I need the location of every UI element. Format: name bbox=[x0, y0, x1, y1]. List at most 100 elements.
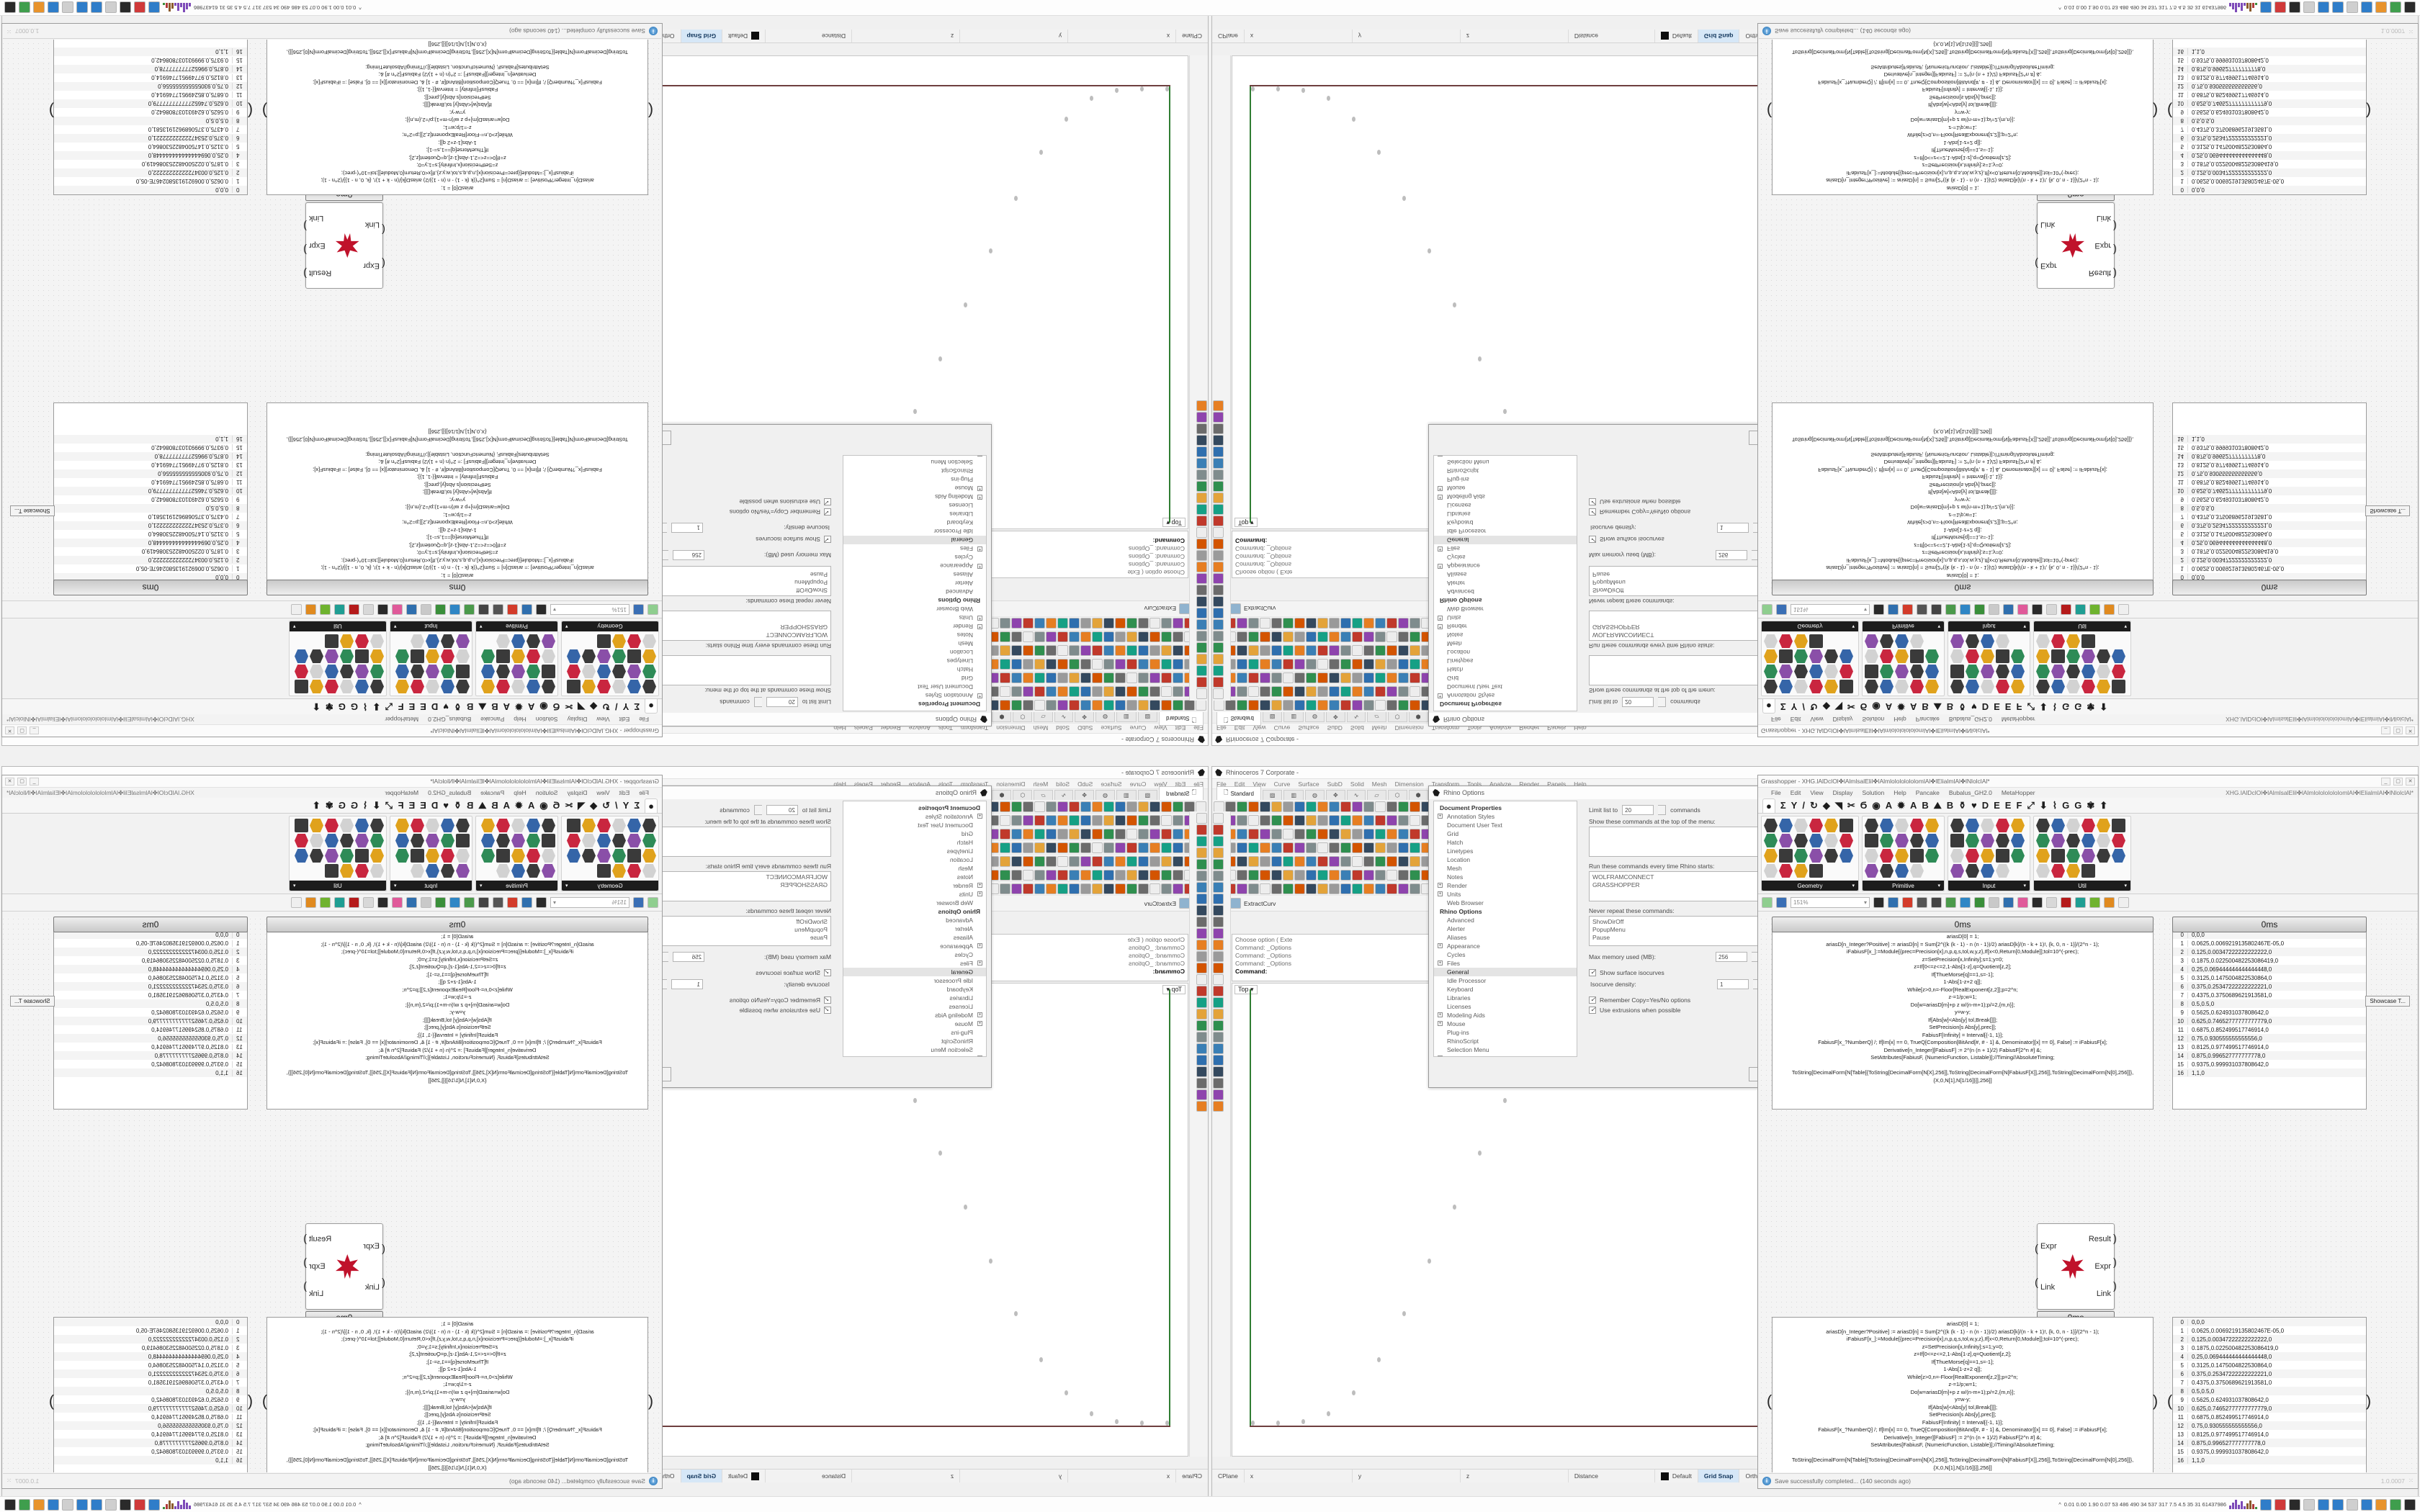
toolbar-button-icon[interactable] bbox=[1340, 829, 1351, 840]
toolbar-button-icon[interactable] bbox=[1150, 829, 1160, 840]
preview-eye-icon[interactable] bbox=[1888, 897, 1899, 908]
toolbar-button-icon[interactable] bbox=[1034, 842, 1045, 853]
left-toolbar-icon[interactable] bbox=[1213, 951, 1224, 962]
toolbar-button-icon[interactable] bbox=[1069, 829, 1080, 840]
tab-viewport-layout[interactable]: ▥ bbox=[1283, 790, 1304, 800]
viewport-label[interactable]: Top ▾ bbox=[1234, 985, 1258, 994]
component-icon[interactable] bbox=[567, 665, 581, 678]
gh-category-tab-25[interactable]: G bbox=[2062, 800, 2070, 811]
toolbar-button-icon[interactable] bbox=[1034, 659, 1045, 670]
component-icon[interactable] bbox=[1981, 634, 1994, 648]
toolbar-button-icon[interactable] bbox=[1034, 700, 1045, 711]
port-result-out[interactable]: Result bbox=[2088, 1235, 2111, 1243]
left-toolbar-icon[interactable] bbox=[1196, 847, 1207, 858]
save-document-icon[interactable] bbox=[1776, 604, 1787, 615]
toolbar-button-icon[interactable] bbox=[1034, 686, 1045, 697]
toolbar-button-icon[interactable] bbox=[1046, 829, 1057, 840]
toolbar-button-icon[interactable] bbox=[1352, 856, 1363, 867]
component-icon[interactable] bbox=[1925, 819, 1939, 832]
component-icon[interactable] bbox=[2097, 849, 2110, 863]
left-toolbar-icon[interactable] bbox=[1196, 997, 1207, 1008]
component-icon[interactable] bbox=[1895, 864, 1909, 878]
toolbar-button-icon[interactable] bbox=[1161, 700, 1172, 711]
toolbar-button-icon[interactable] bbox=[1138, 645, 1149, 656]
component-icon[interactable] bbox=[612, 649, 626, 663]
toolbar-button-icon[interactable] bbox=[1138, 829, 1149, 840]
toolbar-button-icon[interactable] bbox=[1248, 883, 1259, 894]
component-icon[interactable] bbox=[411, 864, 424, 878]
toolbar-button-icon[interactable] bbox=[1103, 801, 1114, 812]
gh-category-tab-26[interactable]: G bbox=[2074, 701, 2082, 712]
component-icon[interactable] bbox=[496, 834, 510, 847]
toolbar-button-icon[interactable] bbox=[1115, 686, 1126, 697]
component-icon[interactable] bbox=[1839, 680, 1853, 693]
options-tree-item-mesh[interactable]: Mesh bbox=[843, 864, 986, 873]
gh-category-tab-4[interactable]: ↻ bbox=[602, 799, 611, 811]
tray-icon-green[interactable] bbox=[2390, 1498, 2401, 1511]
tab-surface-tools[interactable]: ▱ bbox=[1367, 712, 1386, 722]
left-toolbar-icon[interactable] bbox=[1213, 481, 1224, 492]
component-icon[interactable] bbox=[2112, 665, 2125, 678]
component-icon[interactable] bbox=[2081, 819, 2095, 832]
menu-item-file[interactable]: File bbox=[1216, 724, 1227, 732]
gh-menu-edit[interactable]: Edit bbox=[1790, 789, 1801, 796]
component-icon[interactable] bbox=[542, 665, 555, 678]
limit-list-input[interactable]: 20 bbox=[1622, 697, 1654, 707]
gh-category-tab-4[interactable]: ↻ bbox=[1809, 799, 1818, 811]
gh-category-tab-9[interactable]: ◉ bbox=[539, 799, 548, 811]
toolbar-button-icon[interactable] bbox=[1306, 842, 1317, 853]
component-icon[interactable] bbox=[1996, 680, 2009, 693]
component-icon[interactable] bbox=[511, 864, 525, 878]
options-tree-item-selection-menu[interactable]: Selection Menu bbox=[843, 458, 986, 467]
toolbar-button-icon[interactable] bbox=[1398, 672, 1409, 683]
component-icon[interactable] bbox=[1966, 864, 1979, 878]
ribbon-icon-grid[interactable] bbox=[1948, 631, 2030, 696]
component-icon[interactable] bbox=[1966, 680, 1979, 693]
ribbon-icon-grid[interactable] bbox=[2034, 816, 2130, 881]
tray-icon-notes[interactable] bbox=[2347, 1498, 2358, 1511]
output-wick-result[interactable]: ) bbox=[2113, 267, 2117, 280]
preview-mesh-icon[interactable] bbox=[493, 604, 503, 615]
toolbar-button-icon[interactable] bbox=[1126, 870, 1137, 881]
options-tree-item-web-browser[interactable]: Web Browser bbox=[843, 899, 986, 907]
tab-select[interactable]: ▨ bbox=[1262, 712, 1283, 722]
options-tree-item-linetypes[interactable]: Linetypes bbox=[1434, 657, 1577, 665]
options-tree-item-idle-processor[interactable]: Idle Processor bbox=[1434, 976, 1577, 985]
toolbar-button-icon[interactable] bbox=[1150, 631, 1160, 642]
toolbar-button-icon[interactable] bbox=[1410, 870, 1420, 881]
component-icon[interactable] bbox=[526, 864, 540, 878]
cluster-icon[interactable] bbox=[464, 897, 475, 908]
expand-icon[interactable]: + bbox=[977, 693, 982, 698]
options-tree-item-modeling-aids[interactable]: + Modeling Aids bbox=[1434, 492, 1577, 501]
ribbon-icon-grid[interactable] bbox=[1863, 631, 1944, 696]
toolbar-button-icon[interactable] bbox=[1150, 659, 1160, 670]
toolbar-button-icon[interactable] bbox=[1161, 686, 1172, 697]
toolbar-button-icon[interactable] bbox=[1034, 870, 1045, 881]
toolbar-button-icon[interactable] bbox=[1161, 842, 1172, 853]
toolbar-button-icon[interactable] bbox=[1386, 829, 1397, 840]
gh-category-tab-15[interactable]: B bbox=[1946, 800, 1954, 811]
gh-category-tab-15[interactable]: B bbox=[466, 800, 474, 811]
toolbar-button-icon[interactable] bbox=[1173, 700, 1183, 711]
toolbar-button-icon[interactable] bbox=[1115, 815, 1126, 826]
tab-select[interactable]: ▨ bbox=[1262, 790, 1283, 800]
toolbar-button-icon[interactable] bbox=[1317, 815, 1328, 826]
options-tree[interactable]: Document Properties + Annotation Styles Doc… bbox=[1433, 455, 1577, 711]
gh-menu-edit[interactable]: Edit bbox=[1790, 716, 1801, 723]
options-tree-item-files[interactable]: + Files bbox=[1434, 544, 1577, 553]
menu-item-solid[interactable]: Solid bbox=[1056, 780, 1070, 788]
gh-category-tab-17[interactable]: ♥ bbox=[443, 701, 449, 712]
gh-category-tab-13[interactable]: B bbox=[1922, 800, 1929, 811]
gh-category-tab-13[interactable]: B bbox=[1922, 701, 1929, 712]
toolbar-button-icon[interactable] bbox=[1306, 659, 1317, 670]
toolbar-button-icon[interactable] bbox=[1103, 829, 1114, 840]
help-icon[interactable] bbox=[2017, 897, 2028, 908]
options-tree-item-selection-menu[interactable]: Selection Menu bbox=[1434, 1045, 1577, 1054]
maximize-button[interactable]: ▢ bbox=[17, 777, 27, 786]
tray-expand-icon[interactable]: ^ bbox=[2058, 4, 2061, 11]
menu-item-solid[interactable]: Solid bbox=[1350, 780, 1364, 788]
toolbar-button-icon[interactable] bbox=[1103, 645, 1114, 656]
zoom-level-input[interactable]: 151% ▾ bbox=[1791, 897, 1870, 908]
input-wick-link[interactable]: ( bbox=[382, 1277, 385, 1290]
tab-subd-tools[interactable]: ⬡ bbox=[1013, 712, 1033, 722]
